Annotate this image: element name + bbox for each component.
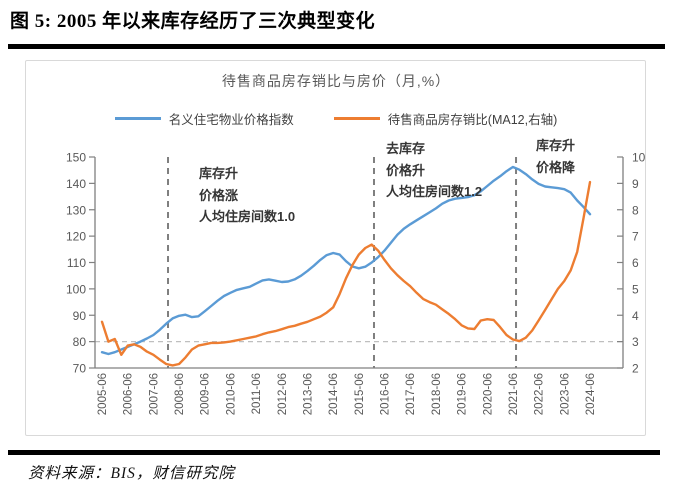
x-axis-tick-label: 2021-06	[508, 373, 520, 415]
footer-divider-rule	[8, 450, 660, 455]
annotation-line: 库存升	[536, 138, 576, 153]
chart-panel	[25, 60, 646, 436]
annotation-line: 价格涨	[199, 187, 239, 203]
price-index-line	[100, 165, 592, 356]
right-axis-tick-label: 6	[632, 256, 639, 270]
page-title: 图 5: 2005 年以来库存经历了三次典型变化	[10, 11, 376, 32]
x-axis-tick-label: 2012-06	[277, 373, 289, 415]
x-axis-tick-label: 2014-06	[328, 373, 340, 415]
chart-legend: 名义住宅物业价格指数 待售商品房存销比(MA12,右轴)	[25, 109, 647, 128]
x-axis-tick-label: 2016-06	[380, 373, 392, 415]
right-axis-tick-label: 10	[632, 151, 646, 165]
left-axis-tick-label: 110	[67, 256, 86, 270]
left-axis-tick-label: 70	[73, 362, 87, 376]
annotation-line: 人均住房间数1.2	[386, 184, 483, 199]
x-axis-tick-label: 2017-06	[405, 373, 417, 415]
annotation-phase-2: 去库存 价格升 人均住房间数1.2	[386, 138, 482, 203]
x-axis-tick-label: 2020-06	[482, 373, 494, 415]
x-axis-tick-label: 2019-06	[457, 373, 469, 415]
annotation-phase-1: 库存升 价格涨 人均住房间数1.0	[199, 163, 295, 228]
left-axis-tick-label: 150	[66, 151, 86, 165]
left-axis-tick-label: 100	[66, 282, 86, 296]
right-axis-tick-label: 2	[632, 362, 639, 376]
x-axis-tick-label: 2009-06	[200, 373, 212, 415]
right-axis-tick-label: 8	[632, 203, 639, 217]
x-axis-tick-label: 2010-06	[225, 373, 237, 415]
annotation-line: 去库存	[386, 141, 426, 156]
right-axis-tick-label: 3	[632, 335, 639, 349]
annotation-line: 人均住房间数1.0	[199, 209, 296, 224]
right-axis-tick-label: 4	[632, 309, 639, 323]
annotation-phase-3: 库存升 价格降	[536, 135, 575, 178]
annotation-line: 库存升	[199, 166, 239, 181]
annotation-line: 价格降	[536, 159, 576, 175]
x-axis-tick-label: 2015-06	[354, 373, 366, 415]
inventory-ratio-line	[100, 180, 592, 367]
left-axis-tick-label: 120	[66, 230, 86, 244]
legend-item-price-index: 名义住宅物业价格指数	[114, 109, 294, 128]
left-axis-tick-label: 140	[66, 177, 86, 191]
blue-line-swatch-icon	[114, 116, 161, 121]
x-axis-tick-label: 2007-06	[148, 373, 160, 415]
x-axis-tick-label: 2005-06	[97, 373, 109, 415]
right-axis-tick-label: 9	[632, 177, 639, 191]
data-source: 资料来源：BIS，财信研究院	[28, 465, 235, 482]
right-axis-tick-label: 5	[632, 282, 639, 296]
legend-label: 待售商品房存销比(MA12,右轴)	[387, 113, 558, 127]
x-axis-tick-label: 2018-06	[431, 373, 443, 415]
x-axis-tick-label: 2013-06	[302, 373, 314, 415]
legend-item-inventory-ratio: 待售商品房存销比(MA12,右轴)	[333, 109, 558, 128]
orange-line-swatch-icon	[333, 116, 380, 121]
x-axis-tick-label: 2023-06	[559, 373, 571, 415]
x-axis-tick-label: 2011-06	[251, 373, 263, 414]
x-axis-tick-label: 2008-06	[174, 373, 186, 415]
left-axis-tick-label: 130	[66, 203, 86, 217]
legend-label: 名义住宅物业价格指数	[168, 113, 294, 127]
x-axis-tick-label: 2006-06	[123, 373, 135, 415]
x-axis-tick-label: 2024-06	[585, 373, 597, 415]
left-axis-tick-label: 90	[73, 309, 87, 323]
x-axis-tick-label: 2022-06	[534, 373, 546, 415]
title-divider-rule	[8, 44, 665, 49]
left-axis-tick-label: 80	[73, 335, 87, 349]
right-axis-tick-label: 7	[632, 230, 639, 244]
chart-title: 待售商品房存销比与房价（月,%）	[221, 73, 451, 89]
annotation-line: 价格升	[386, 162, 426, 178]
